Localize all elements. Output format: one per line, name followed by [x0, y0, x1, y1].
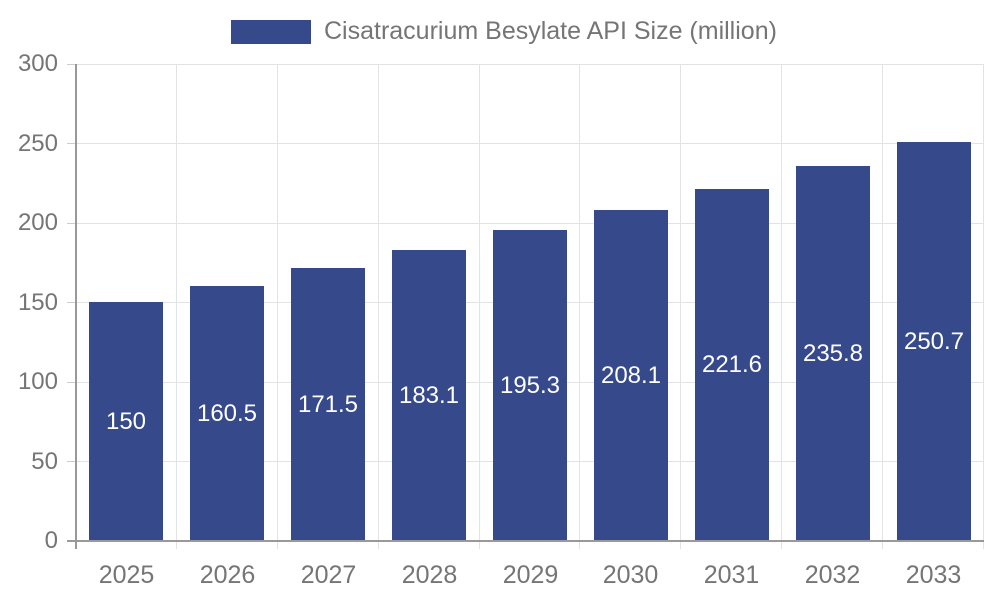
gridline-horizontal	[76, 222, 984, 224]
y-axis-tick-label: 200	[17, 209, 58, 236]
x-axis-label-2029: 2029	[502, 561, 559, 589]
x-axis-line	[67, 540, 984, 542]
bar-2031[interactable]: 221.6	[695, 189, 769, 541]
x-axis-label-2027: 2027	[300, 561, 357, 589]
bar-value-label: 171.5	[297, 390, 359, 418]
bar-value-label: 183.1	[398, 381, 460, 409]
y-axis-line	[75, 64, 77, 549]
gridline-vertical	[882, 64, 883, 549]
y-axis-tick-label: 100	[17, 368, 58, 395]
y-axis-tick-label: 50	[31, 447, 58, 475]
bar-2028[interactable]: 183.1	[392, 250, 466, 541]
bar-2025[interactable]: 150	[89, 302, 163, 541]
y-axis-tick	[67, 302, 76, 303]
bar-value-label: 208.1	[600, 361, 662, 389]
y-axis-tick	[67, 63, 76, 65]
x-axis-label-2028: 2028	[401, 561, 458, 589]
legend-swatch	[231, 19, 311, 44]
gridline-vertical	[983, 64, 984, 549]
x-axis-label-2030: 2030	[602, 561, 659, 589]
gridline-horizontal	[76, 143, 984, 144]
bar-2027[interactable]: 171.5	[291, 268, 365, 541]
bar-value-label: 221.6	[701, 351, 763, 378]
bar-2030[interactable]: 208.1	[594, 210, 668, 541]
plot-area: 0 50 100 150 200 250 300 150 160.5 171.5 183.1 195.…	[18, 51, 984, 589]
y-axis-tick-label: 150	[17, 288, 58, 316]
x-axis-label-2033: 2033	[905, 561, 962, 589]
y-axis-tick-label: 300	[17, 50, 58, 77]
bar-2033[interactable]: 250.7	[897, 142, 971, 541]
x-axis-label-2031: 2031	[703, 561, 760, 589]
bar-value-label: 235.8	[802, 339, 864, 367]
gridline-vertical	[781, 64, 782, 549]
y-axis-tick	[67, 381, 76, 383]
gridline-vertical	[579, 64, 580, 549]
y-axis-tick	[67, 461, 76, 462]
legend-label: Cisatracurium Besylate API Size (million…	[324, 17, 777, 45]
y-axis-tick	[67, 143, 76, 144]
gridline-vertical	[176, 64, 177, 549]
gridline-vertical	[479, 64, 480, 549]
gridline-vertical	[277, 64, 278, 549]
bar-value-label: 150	[105, 407, 147, 435]
bar-2032[interactable]: 235.8	[796, 166, 870, 541]
bar-value-label: 250.7	[903, 327, 965, 355]
bar-value-label: 160.5	[196, 399, 258, 427]
gridline-vertical	[680, 64, 681, 549]
gridline-horizontal	[76, 63, 984, 65]
y-axis-tick-label: 250	[17, 129, 58, 157]
y-axis-tick-label: 0	[44, 527, 58, 554]
bar-2026[interactable]: 160.5	[190, 286, 264, 541]
x-axis-label-2032: 2032	[804, 561, 861, 589]
x-axis-label-2026: 2026	[199, 561, 256, 589]
bar-2029[interactable]: 195.3	[493, 230, 567, 541]
x-axis-label-2025: 2025	[98, 561, 155, 589]
legend-item[interactable]: Cisatracurium Besylate API Size (million…	[231, 17, 777, 46]
y-axis-tick	[67, 222, 76, 224]
gridline-vertical	[378, 64, 379, 549]
bar-value-label: 195.3	[499, 371, 561, 399]
